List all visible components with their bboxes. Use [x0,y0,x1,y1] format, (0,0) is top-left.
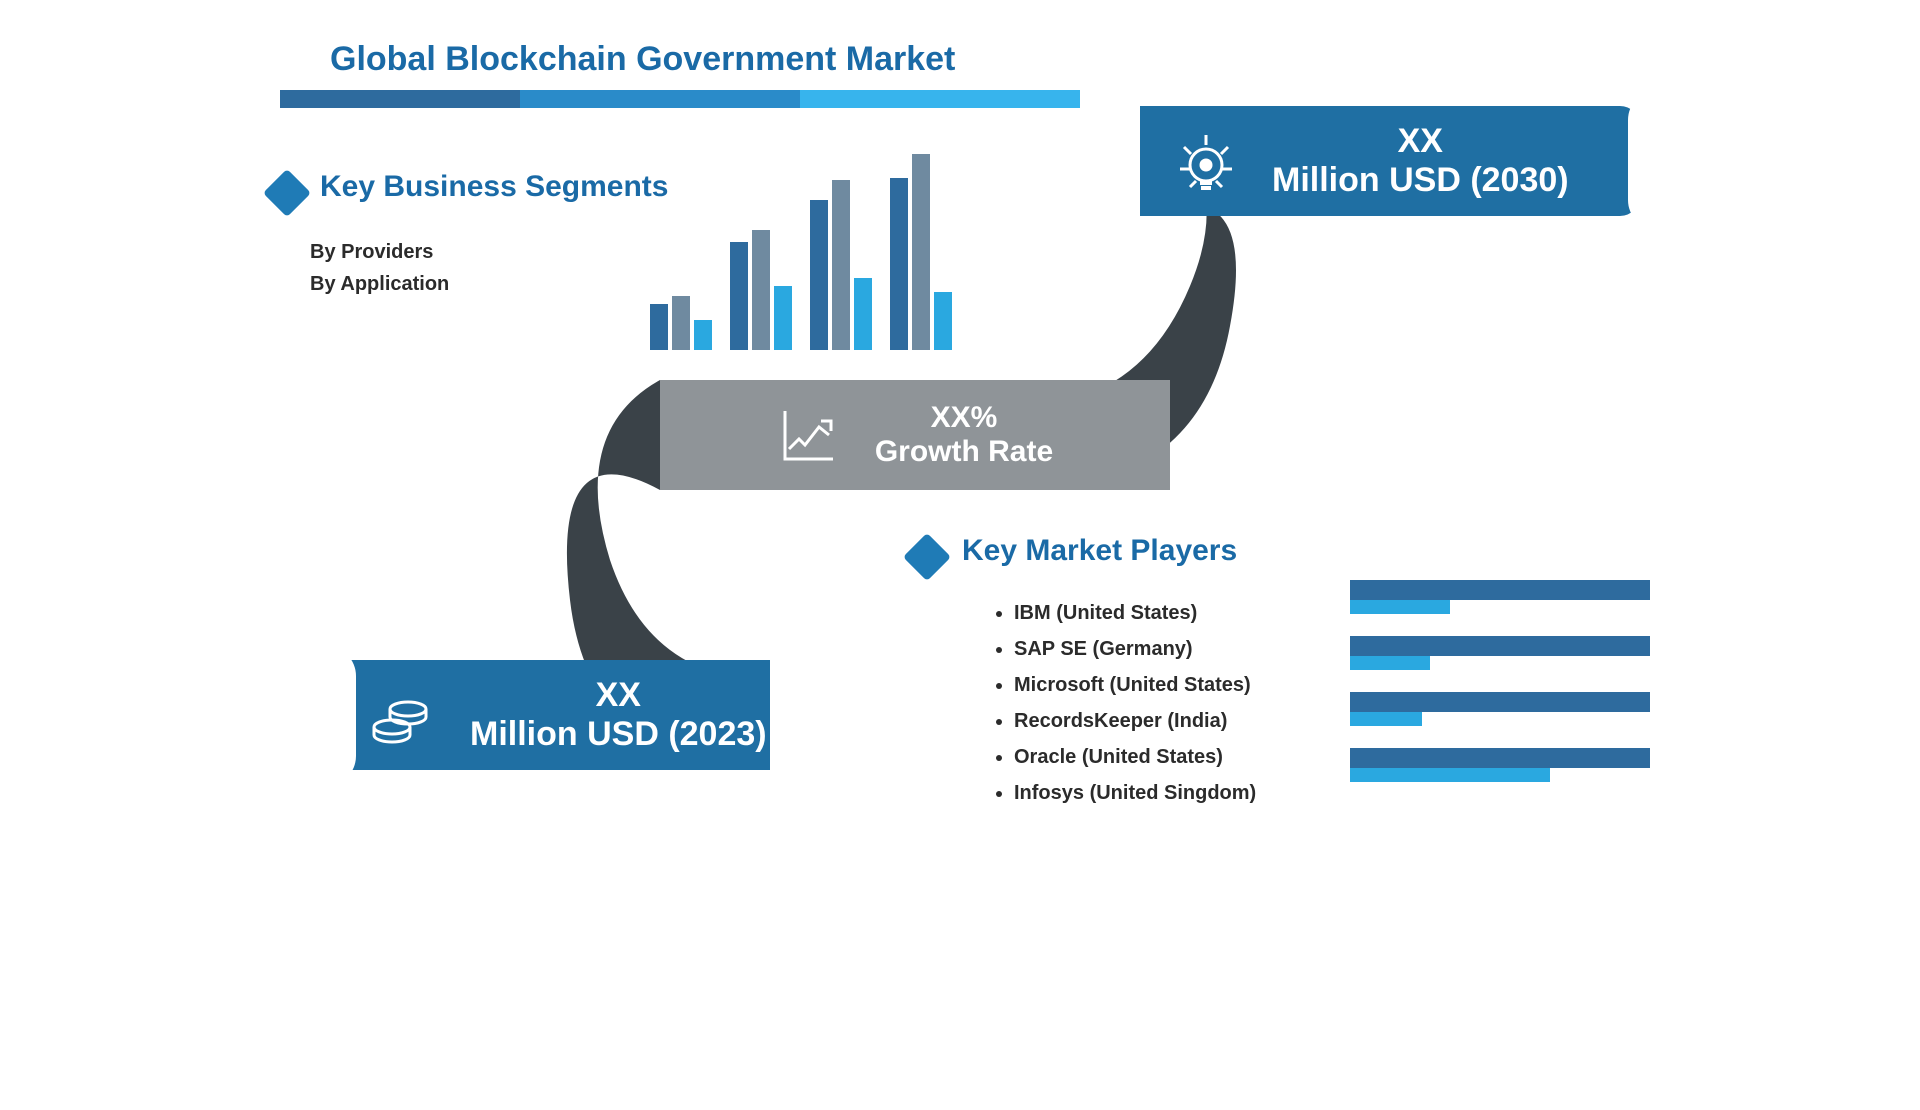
title-bar-segment [520,90,800,108]
infographic-canvas: Global Blockchain Government Market Key … [210,40,1710,860]
ribbon-notch-left [316,646,356,786]
player-item: RecordsKeeper (India) [1014,703,1256,739]
diamond-bullet-players-icon [903,533,951,581]
lightbulb-icon [1170,125,1242,197]
bar [832,180,850,350]
hbar-full [1350,748,1650,768]
ribbon-2030: XX Million USD (2030) [1140,106,1640,216]
bar [810,200,828,350]
player-item: Oracle (United States) [1014,739,1256,775]
hbar-part [1350,768,1550,782]
bar [774,286,792,350]
bar-group [890,154,952,350]
bar [730,242,748,350]
bar [694,320,712,350]
bar [890,178,908,350]
hbar-part [1350,712,1422,726]
label-2030: Million USD (2030) [1272,161,1569,200]
players-list: IBM (United States)SAP SE (Germany)Micro… [990,595,1256,811]
hbar-full [1350,692,1650,712]
player-item: Microsoft (United States) [1014,667,1256,703]
title-underline-bar [280,90,1080,108]
ribbon-notch-right [1628,90,1668,230]
bar [912,154,930,350]
value-2030: XX [1272,122,1569,161]
coins-icon [364,679,436,751]
title-bar-segment [280,90,520,108]
segments-heading: Key Business Segments [320,170,668,204]
player-item: IBM (United States) [1014,595,1256,631]
bar [650,304,668,350]
players-heading: Key Market Players [962,534,1237,568]
hbar-part [1350,656,1430,670]
hbar-row [1350,692,1650,726]
horizontal-bar-chart [1350,580,1650,782]
ribbon-growth: XX% Growth Rate [660,380,1170,490]
hbar-full [1350,636,1650,656]
bar [752,230,770,350]
label-2023: Million USD (2023) [470,715,767,754]
segment-item: By Providers [310,236,449,268]
bar-group [730,230,792,350]
page-title: Global Blockchain Government Market [330,40,955,79]
bar [854,278,872,350]
segments-list: By ProvidersBy Application [310,236,449,300]
bar [672,296,690,350]
hbar-row [1350,580,1650,614]
bar-group [650,296,712,350]
hbar-full [1350,580,1650,600]
hbar-row [1350,636,1650,670]
bar [934,292,952,350]
value-growth: XX% [875,401,1053,436]
hbar-row [1350,748,1650,782]
diamond-bullet-segments-icon [263,169,311,217]
ribbon-2023: XX Million USD (2023) [330,660,770,770]
vertical-bar-chart [650,150,950,350]
player-item: SAP SE (Germany) [1014,631,1256,667]
label-growth: Growth Rate [875,435,1053,470]
segment-item: By Application [310,268,449,300]
bar-group [810,180,872,350]
value-2023: XX [470,676,767,715]
hbar-part [1350,600,1450,614]
growth-chart-icon [777,403,841,467]
title-bar-segment [800,90,1080,108]
player-item: Infosys (United Singdom) [1014,775,1256,811]
